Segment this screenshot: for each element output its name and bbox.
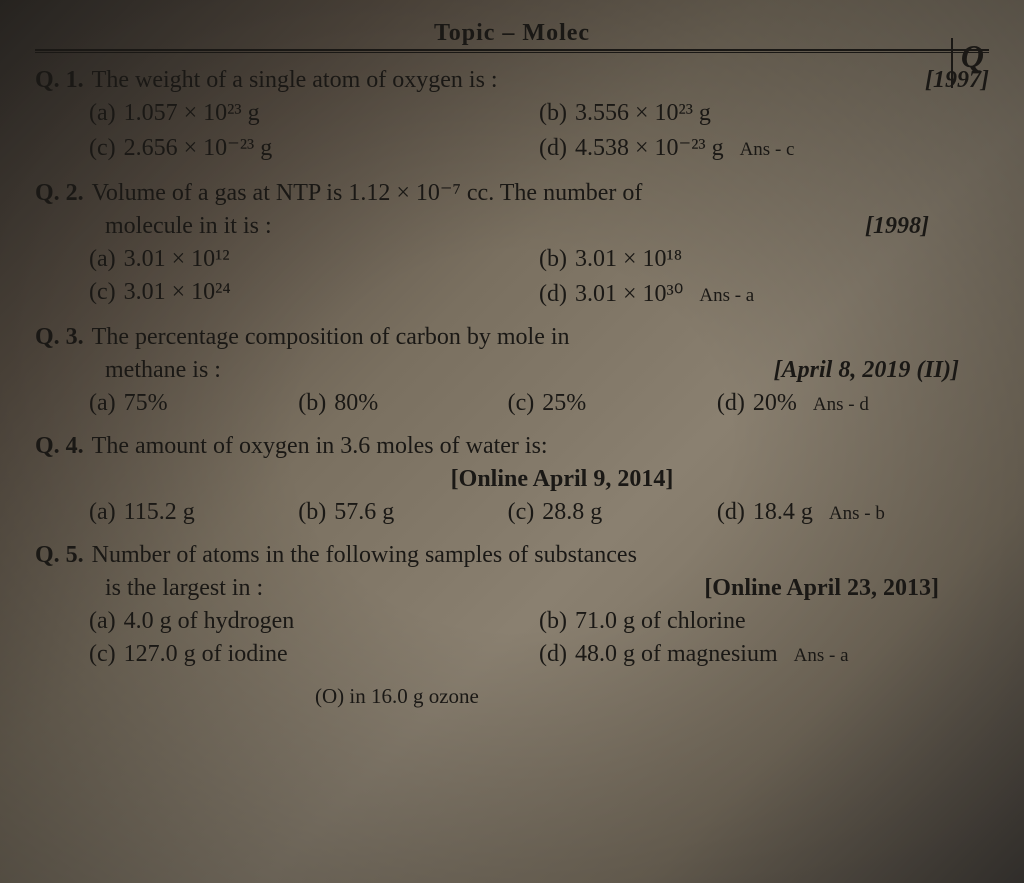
answer-tag: Ans - c bbox=[740, 139, 795, 161]
opt-value: 25% bbox=[542, 390, 586, 417]
question-1: Q. 1. The weight of a single atom of oxy… bbox=[35, 67, 989, 162]
opt-label: (b) bbox=[298, 390, 326, 417]
options-grid: (a) 115.2 g (b) 57.6 g (c) 28.8 g (d) 18.4 g… bbox=[89, 499, 989, 526]
divider-line bbox=[35, 49, 989, 53]
opt-value: 115.2 g bbox=[124, 499, 195, 526]
opt-label: (c) bbox=[89, 135, 116, 162]
opt-label: (c) bbox=[89, 279, 116, 306]
opt-value: 1.057 × 10²³ g bbox=[124, 100, 260, 127]
opt-label: (c) bbox=[508, 499, 535, 526]
year-tag: [1998] bbox=[865, 213, 929, 246]
opt-label: (d) bbox=[539, 281, 567, 308]
question-4: Q. 4. The amount of oxygen in 3.6 moles … bbox=[35, 433, 989, 526]
options-grid: (a) 75% (b) 80% (c) 25% (d) 20% Ans - d bbox=[89, 390, 989, 417]
q-number: 1. bbox=[66, 67, 84, 94]
opt-value: 28.8 g bbox=[542, 499, 602, 526]
opt-label: (a) bbox=[89, 499, 116, 526]
opt-value: 75% bbox=[124, 390, 168, 417]
opt-value: 3.01 × 10³⁰ bbox=[575, 279, 683, 308]
year-tag: [April 8, 2019 (II)] bbox=[774, 357, 959, 390]
options-grid: (a) 3.01 × 10¹² (b) 3.01 × 10¹⁸ (c) 3.01 × … bbox=[89, 246, 989, 308]
opt-value: 48.0 g of magnesium bbox=[575, 641, 778, 668]
opt-value: 71.0 g of chlorine bbox=[575, 608, 746, 635]
q-subtext: methane is : bbox=[105, 357, 754, 384]
question-5: Q. 5. Number of atoms in the following s… bbox=[35, 542, 989, 668]
question-3: Q. 3. The percentage composition of carb… bbox=[35, 324, 989, 417]
answer-tag: Ans - a bbox=[794, 645, 849, 667]
opt-value: 80% bbox=[334, 390, 378, 417]
answer-tag: Ans - a bbox=[699, 285, 754, 307]
q-prefix: Q. bbox=[35, 542, 60, 569]
opt-label: (d) bbox=[539, 135, 567, 162]
q-text: The percentage composition of carbon by … bbox=[92, 324, 989, 351]
opt-value: 3.01 × 10¹⁸ bbox=[575, 246, 682, 273]
opt-label: (a) bbox=[89, 246, 116, 273]
options-grid: (a) 1.057 × 10²³ g (b) 3.556 × 10²³ g (c) 2… bbox=[89, 100, 989, 162]
q-number: 2. bbox=[66, 180, 84, 207]
opt-value: 2.656 × 10⁻²³ g bbox=[124, 133, 273, 162]
opt-label: (a) bbox=[89, 100, 116, 127]
options-grid: (a) 4.0 g of hydrogen (b) 71.0 g of chlori… bbox=[89, 608, 989, 668]
opt-value: 4.0 g of hydrogen bbox=[124, 608, 295, 635]
q-text: Volume of a gas at NTP is 1.12 × 10⁻⁷ cc… bbox=[92, 178, 989, 207]
corner-letter: Q bbox=[951, 38, 984, 88]
opt-label: (c) bbox=[89, 641, 116, 668]
q-prefix: Q. bbox=[35, 433, 60, 460]
answer-tag: Ans - b bbox=[829, 503, 885, 525]
opt-label: (b) bbox=[539, 100, 567, 127]
q-number: 4. bbox=[66, 433, 84, 460]
opt-label: (d) bbox=[717, 499, 745, 526]
opt-value: 127.0 g of iodine bbox=[124, 641, 288, 668]
q-prefix: Q. bbox=[35, 180, 60, 207]
q-text: The weight of a single atom of oxygen is… bbox=[92, 67, 905, 94]
opt-value: 20% bbox=[753, 390, 797, 417]
q-subtext: is the largest in : bbox=[105, 575, 263, 602]
opt-value: 18.4 g bbox=[753, 499, 813, 526]
opt-value: 3.01 × 10¹² bbox=[124, 246, 230, 273]
answer-tag: Ans - d bbox=[813, 394, 869, 416]
q-number: 3. bbox=[66, 324, 84, 351]
opt-label: (c) bbox=[508, 390, 535, 417]
footer-partial: (O) in 16.0 g ozone bbox=[315, 684, 989, 709]
opt-label: (b) bbox=[539, 246, 567, 273]
q-text: The amount of oxygen in 3.6 moles of wat… bbox=[92, 433, 989, 460]
opt-label: (b) bbox=[539, 608, 567, 635]
opt-label: (d) bbox=[717, 390, 745, 417]
q-text: Number of atoms in the following samples… bbox=[92, 542, 989, 569]
question-2: Q. 2. Volume of a gas at NTP is 1.12 × 1… bbox=[35, 178, 989, 308]
q-number: 5. bbox=[66, 542, 84, 569]
opt-value: 3.556 × 10²³ g bbox=[575, 100, 711, 127]
online-tag: [Online April 23, 2013] bbox=[293, 575, 939, 608]
q-prefix: Q. bbox=[35, 67, 60, 94]
opt-label: (b) bbox=[298, 499, 326, 526]
topic-header: Topic – Molec bbox=[35, 20, 989, 47]
opt-label: (a) bbox=[89, 608, 116, 635]
q-subtext: molecule in it is : bbox=[105, 213, 845, 240]
exam-ref: [Online April 9, 2014] bbox=[135, 466, 989, 493]
opt-value: 3.01 × 10²⁴ bbox=[124, 279, 231, 306]
opt-label: (a) bbox=[89, 390, 116, 417]
q-prefix: Q. bbox=[35, 324, 60, 351]
opt-value: 57.6 g bbox=[334, 499, 394, 526]
opt-value: 4.538 × 10⁻²³ g bbox=[575, 133, 724, 162]
opt-label: (d) bbox=[539, 641, 567, 668]
